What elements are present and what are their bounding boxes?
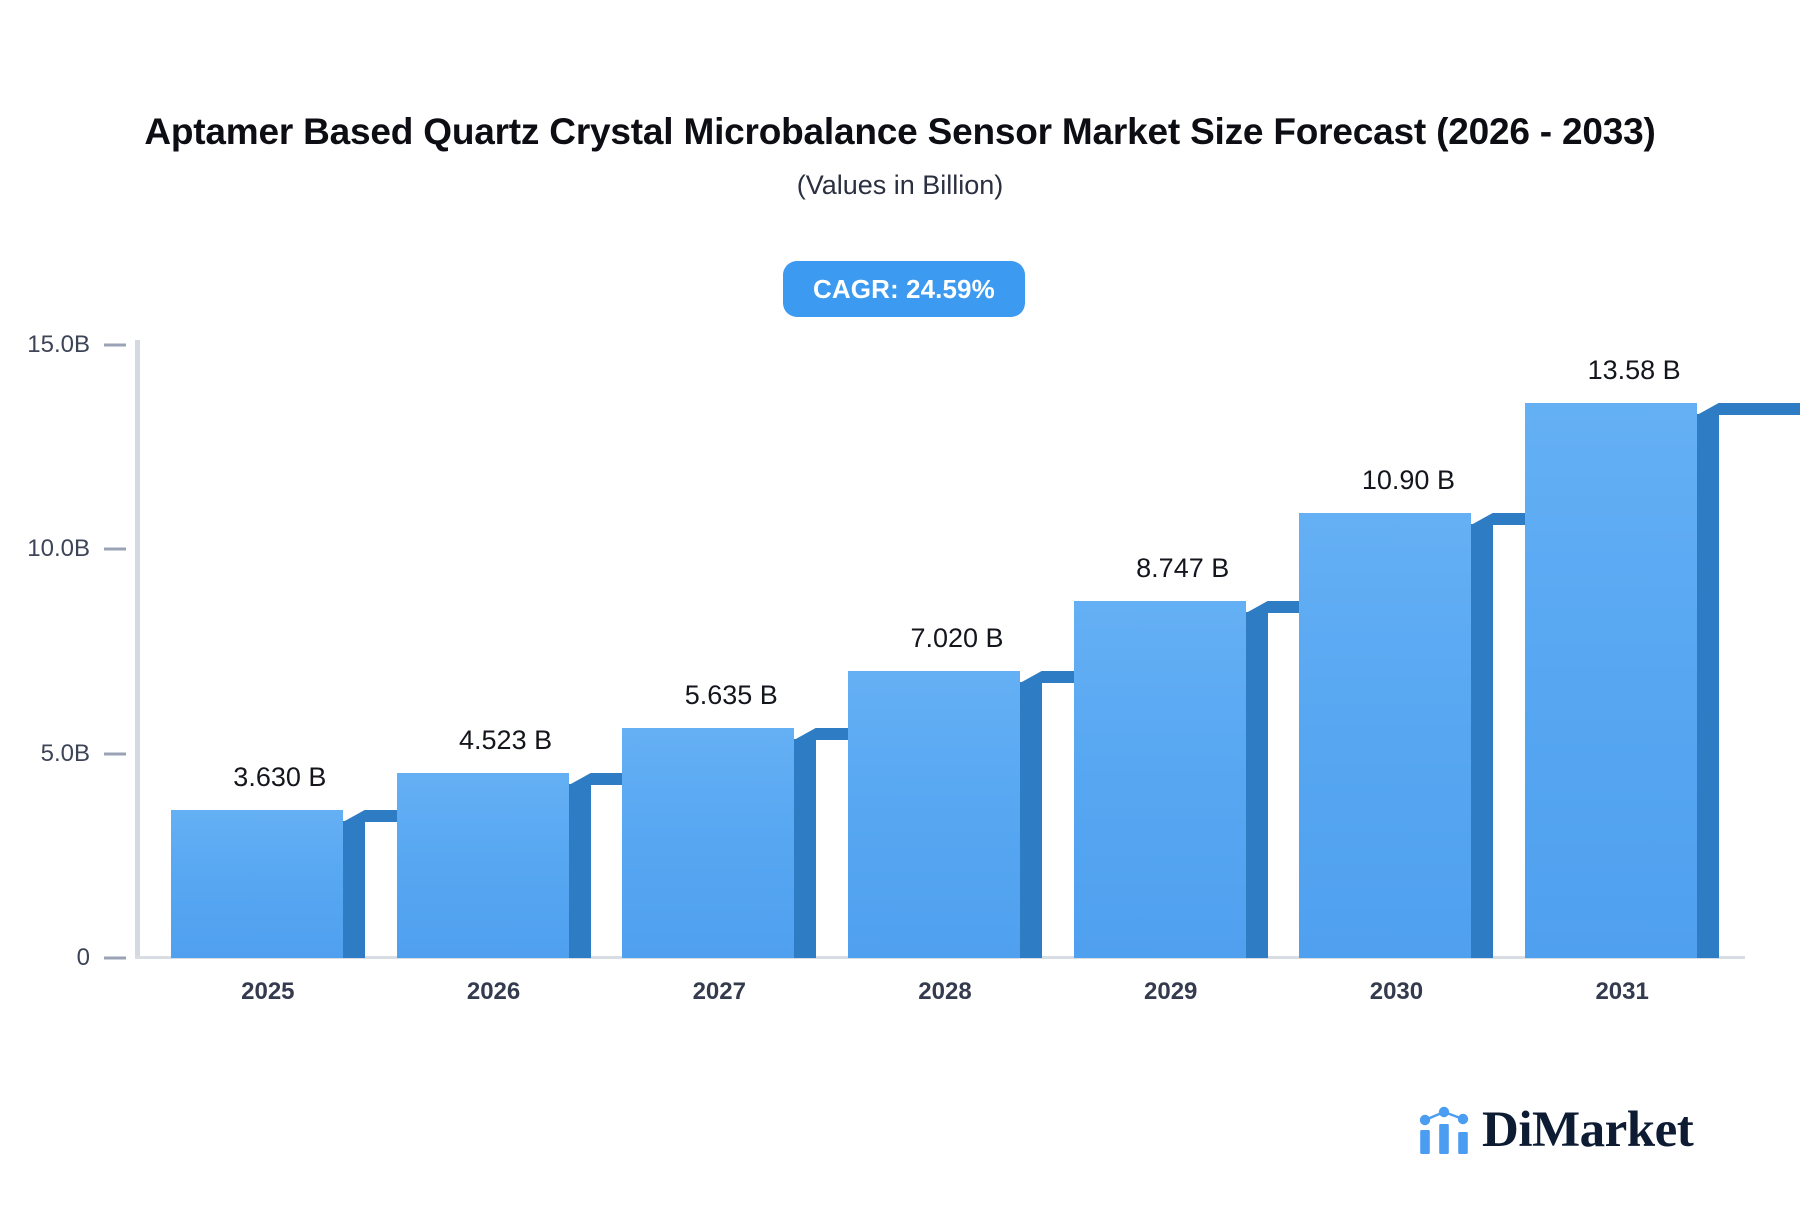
bar-front-face [1073, 600, 1246, 958]
chart-subtitle: (Values in Billion) [796, 170, 1004, 201]
bar-2028 [848, 671, 1214, 958]
x-axis-tick-label: 2028 [918, 978, 972, 1005]
bar-value-label: 10.90 B [1361, 464, 1455, 495]
x-axis-tick-label: 2030 [1369, 978, 1424, 1005]
x-axis-tick-label: 2025 [241, 978, 295, 1005]
bar-front-face [396, 773, 569, 958]
y-axis-tick-label: 10.0B [27, 535, 90, 563]
bar-value-label: 3.630 B [233, 761, 327, 792]
bar-2030 [1299, 512, 1666, 958]
y-axis-line [135, 340, 140, 958]
x-axis-tick-label: 2027 [692, 978, 746, 1005]
y-axis-tick-label: 0 [76, 944, 90, 971]
bar-front-face [622, 727, 795, 958]
bar-value-label: 5.635 B [684, 679, 778, 710]
y-axis-tick-label: 15.0B [27, 331, 90, 358]
x-axis-tick-label: 2029 [1144, 978, 1198, 1005]
y-axis-tick-mark [104, 752, 126, 756]
bar-value-label: 4.523 B [459, 725, 553, 756]
y-axis-tick-mark [104, 343, 126, 347]
bar-front-face [1299, 512, 1472, 958]
page-title: Aptamer Based Quartz Crystal Microbalanc… [144, 111, 1656, 152]
y-axis-tick-mark [104, 956, 126, 960]
bar-side-face [1020, 682, 1042, 958]
y-axis-tick-label: 5.0B [40, 739, 90, 767]
bar-value-label: 13.58 B [1587, 355, 1681, 386]
bar-chart-trend-icon [1418, 1106, 1472, 1156]
bar-side-face [568, 784, 591, 958]
bar-side-face [342, 820, 365, 958]
bar-2029 [1073, 600, 1440, 958]
dimarket-logo: DiMarket [1418, 1102, 1694, 1158]
bar-value-label: 7.020 B [910, 623, 1004, 654]
bar-front-face [1525, 403, 1698, 958]
bar-side-face [1471, 523, 1494, 958]
cagr-badge-label: CAGR: 24.59% [813, 273, 995, 304]
logo-text: DiMarket [1482, 1102, 1694, 1158]
x-axis-tick-label: 2026 [466, 978, 521, 1005]
title-block: Aptamer Based Quartz Crystal Microbalanc… [120, 108, 1680, 202]
bar-2026 [396, 773, 763, 958]
cagr-badge: CAGR: 24.59% [783, 261, 1025, 317]
bar-2031 [1525, 403, 1800, 958]
bar-top-face [1697, 403, 1800, 416]
bar-value-label: 8.747 B [1136, 552, 1230, 583]
bar-side-face [794, 738, 817, 958]
bar-side-face [1245, 611, 1268, 958]
x-axis-tick-label: 2031 [1595, 978, 1649, 1005]
bar-side-face [1697, 414, 1720, 958]
bar-front-face [170, 809, 343, 958]
bar-front-face [848, 671, 1020, 958]
bar-2027 [622, 727, 988, 958]
y-axis-tick-mark [104, 547, 126, 551]
bar-2025 [170, 809, 537, 958]
